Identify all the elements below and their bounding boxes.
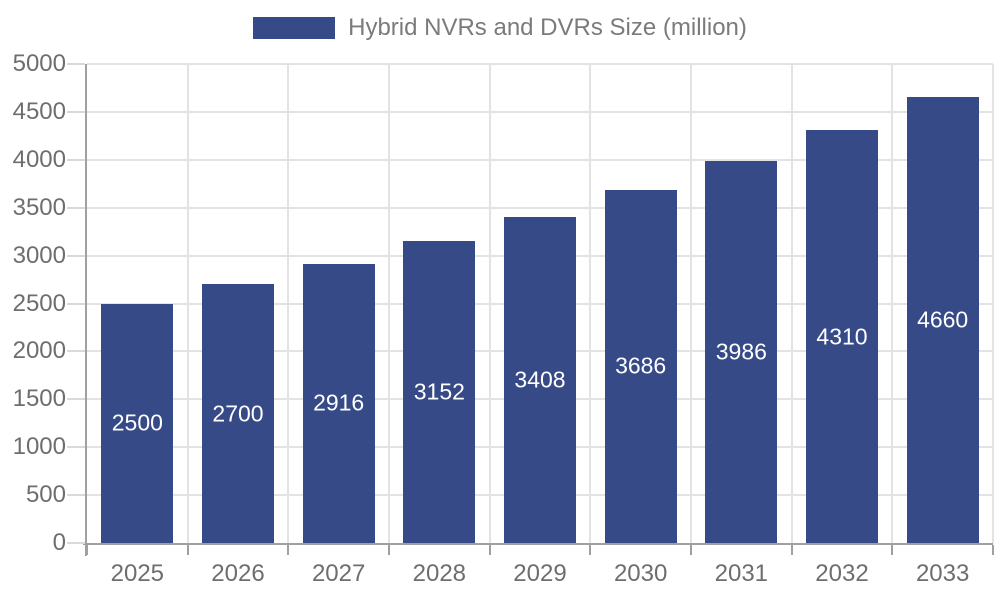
bar: 4660 [906,96,979,543]
x-tick-mark [589,545,592,555]
gridline-vertical [790,64,793,543]
gridline-horizontal [87,158,993,161]
bar-value-label: 4310 [816,323,868,350]
x-tick-label: 2032 [815,560,869,587]
gridline-vertical [488,64,491,543]
bar-value-label: 3686 [615,352,667,379]
gridline-vertical [388,64,390,543]
x-tick-label: 2025 [110,560,165,587]
gridline-vertical [186,64,189,543]
y-tick-label: 4500 [12,97,66,125]
y-tick-label: 3500 [12,193,66,221]
gridline-vertical [690,64,692,543]
y-tick-label: 2500 [12,289,66,317]
y-tick-mark [67,494,85,497]
gridline-horizontal [87,110,993,113]
gridline-horizontal [87,63,993,65]
bar-value-label: 2700 [212,400,264,427]
y-axis-line [85,64,87,556]
y-tick-label: 2000 [12,337,66,365]
y-tick-label: 4000 [12,145,66,173]
bar-value-label: 3986 [715,338,767,365]
x-axis-line [83,543,993,545]
bar: 2916 [302,263,375,543]
y-tick-mark [67,254,85,257]
y-tick-mark [67,446,85,449]
x-tick-label: 2033 [915,560,970,587]
bar-value-label: 4660 [917,306,969,333]
y-tick-mark [67,206,85,209]
gridline-vertical [992,64,994,543]
y-tick-mark [67,302,85,305]
legend-swatch [253,17,336,39]
y-tick-label: 500 [25,481,66,509]
y-tick-mark [67,158,85,161]
bar-value-label: 2500 [111,409,163,436]
bar: 3686 [604,189,677,543]
x-tick-label: 2030 [613,560,668,587]
x-tick-mark [488,545,491,555]
gridline-horizontal [87,206,993,209]
x-tick-mark [388,545,390,555]
legend-label: Hybrid NVRs and DVRs Size (million) [348,14,747,41]
y-tick-label: 1000 [12,433,66,461]
x-tick-mark [690,545,692,555]
x-tick-label: 2027 [311,560,366,587]
y-tick-mark [67,350,85,353]
x-tick-mark [86,545,88,555]
y-tick-mark [67,542,85,544]
legend[interactable]: Hybrid NVRs and DVRs Size (million) [0,15,1000,41]
x-tick-mark [992,545,994,555]
bar-value-label: 3408 [514,366,566,393]
plot-area: 0 500 1000 1500 2000 2500 3000 3500 4000 4500 5000… [13,51,994,587]
y-tick-label: 1500 [12,385,66,413]
bar: 4310 [806,130,878,543]
y-axis-labels: 0 500 1000 1500 2000 2500 3000 3500 4000 4500 5000 [0,51,66,556]
y-tick-label: 3000 [12,241,66,269]
x-tick-label: 2026 [211,560,265,587]
y-tick-mark [67,63,85,65]
bar: 3408 [504,216,576,543]
gridline-vertical [589,64,592,543]
x-tick-mark [186,545,189,555]
bar-value-label: 3152 [413,378,465,405]
gridline-vertical [891,64,894,543]
x-tick-label: 2028 [412,560,467,587]
x-tick-mark [790,545,793,555]
y-tick-label: 5000 [12,50,66,77]
x-tick-label: 2029 [513,560,567,587]
x-tick-label: 2031 [714,560,769,587]
bar: 2700 [202,284,274,543]
y-tick-mark [67,110,85,113]
bar: 2500 [101,303,174,543]
bar: 3152 [403,241,476,543]
gridline-vertical [287,64,290,543]
bar: 3986 [705,161,778,543]
bar-value-label: 2916 [313,389,365,416]
x-tick-mark [891,545,894,555]
x-tick-mark [287,545,290,555]
y-tick-label: 0 [52,529,66,556]
y-tick-mark [67,398,85,401]
